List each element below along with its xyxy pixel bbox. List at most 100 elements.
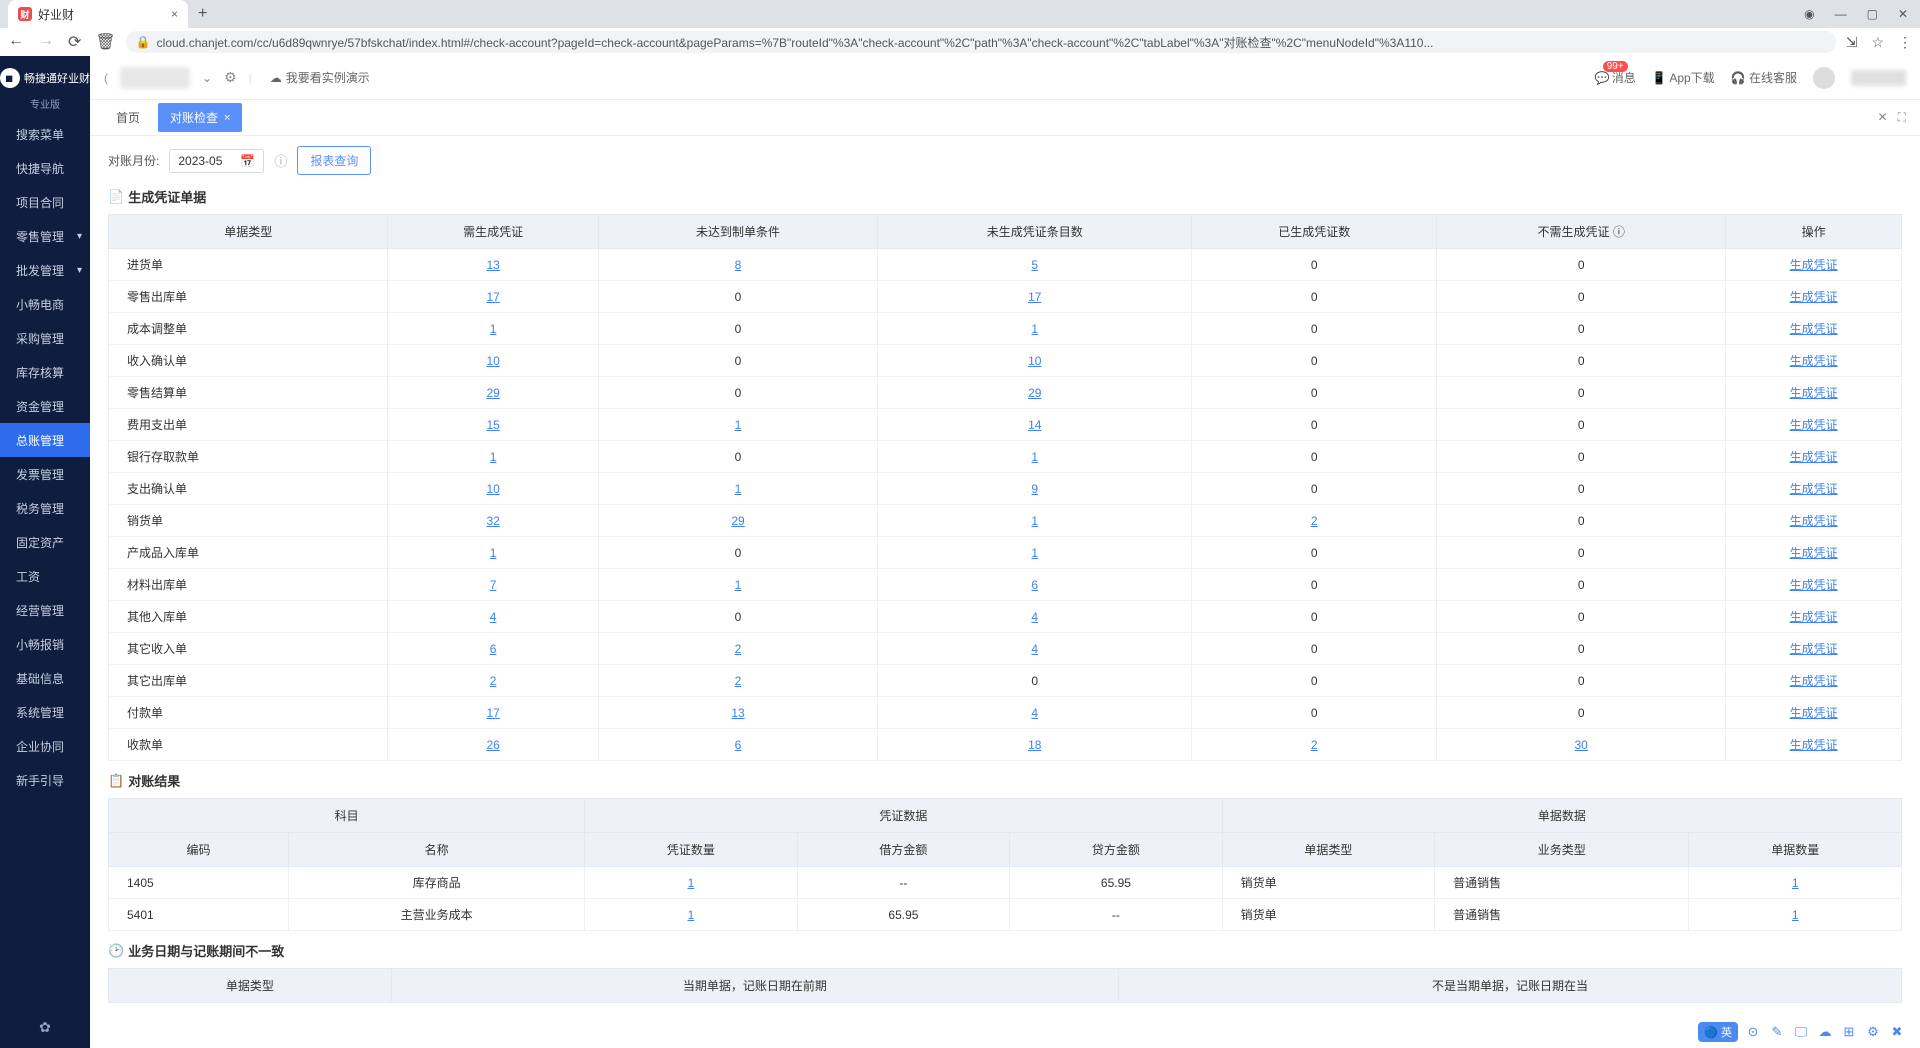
generate-voucher-link[interactable]: 生成凭证 bbox=[1790, 290, 1838, 304]
generate-voucher-link[interactable]: 生成凭证 bbox=[1790, 418, 1838, 432]
count-link[interactable]: 15 bbox=[486, 418, 499, 432]
sidebar-item[interactable]: 系统管理 bbox=[0, 695, 90, 729]
brand-logo[interactable]: ◆ 畅捷通好业财 bbox=[0, 56, 90, 100]
generate-voucher-link[interactable]: 生成凭证 bbox=[1790, 706, 1838, 720]
ime-badge[interactable]: 🔵 英 bbox=[1698, 1022, 1738, 1042]
count-link[interactable]: 26 bbox=[486, 738, 499, 752]
sidebar-item[interactable]: 零售管理▾ bbox=[0, 219, 90, 253]
sidebar-item[interactable]: 发票管理 bbox=[0, 457, 90, 491]
count-link[interactable]: 14 bbox=[1028, 418, 1041, 432]
close-all-tabs-icon[interactable]: ✕ bbox=[1878, 110, 1888, 125]
generate-voucher-link[interactable]: 生成凭证 bbox=[1790, 450, 1838, 464]
generate-voucher-link[interactable]: 生成凭证 bbox=[1790, 514, 1838, 528]
help-icon[interactable]: ⓘ bbox=[274, 151, 287, 170]
count-link[interactable]: 1 bbox=[1031, 322, 1038, 336]
count-link[interactable]: 2 bbox=[735, 642, 742, 656]
generate-voucher-link[interactable]: 生成凭证 bbox=[1790, 386, 1838, 400]
count-link[interactable]: 1 bbox=[490, 322, 497, 336]
count-link[interactable]: 4 bbox=[1031, 642, 1038, 656]
count-link[interactable]: 2 bbox=[735, 674, 742, 688]
count-link[interactable]: 6 bbox=[735, 738, 742, 752]
generate-voucher-link[interactable]: 生成凭证 bbox=[1790, 738, 1838, 752]
tab-close-icon[interactable]: × bbox=[224, 112, 230, 124]
count-link[interactable]: 29 bbox=[731, 514, 744, 528]
count-link[interactable]: 10 bbox=[1028, 354, 1041, 368]
count-link[interactable]: 1 bbox=[1031, 546, 1038, 560]
count-link[interactable]: 7 bbox=[490, 578, 497, 592]
count-link[interactable]: 6 bbox=[490, 642, 497, 656]
sidebar-settings-icon[interactable]: ✿ bbox=[0, 1007, 90, 1048]
doc-count-link[interactable]: 1 bbox=[1792, 876, 1799, 890]
tool-icon-7[interactable]: ✖ bbox=[1888, 1023, 1906, 1041]
count-link[interactable]: 10 bbox=[486, 354, 499, 368]
account-icon[interactable]: ◉ bbox=[1804, 7, 1814, 21]
online-service-link[interactable]: 🎧 在线客服 bbox=[1731, 69, 1797, 86]
fullscreen-icon[interactable]: ⛶ bbox=[1898, 110, 1906, 125]
sidebar-item[interactable]: 资金管理 bbox=[0, 389, 90, 423]
forward-icon[interactable]: → bbox=[38, 32, 54, 52]
tool-icon-3[interactable]: 🖵 bbox=[1792, 1023, 1810, 1041]
count-link[interactable]: 9 bbox=[1031, 482, 1038, 496]
star-icon[interactable]: ☆ bbox=[1871, 34, 1884, 51]
sidebar-item[interactable]: 企业协同 bbox=[0, 729, 90, 763]
doc-count-link[interactable]: 1 bbox=[1792, 908, 1799, 922]
menu-icon[interactable]: ⋮ bbox=[1898, 34, 1912, 51]
count-link[interactable]: 29 bbox=[1028, 386, 1041, 400]
count-link[interactable]: 1 bbox=[490, 450, 497, 464]
app-download-link[interactable]: 📱 App下载 bbox=[1652, 69, 1715, 86]
count-link[interactable]: 1 bbox=[735, 418, 742, 432]
month-picker[interactable]: 2023-05 📅 bbox=[169, 149, 264, 173]
sidebar-item[interactable]: 基础信息 bbox=[0, 661, 90, 695]
user-avatar[interactable] bbox=[1813, 67, 1835, 89]
address-bar[interactable]: 🔒 cloud.chanjet.com/cc/u6d89qwnrye/57bfs… bbox=[126, 31, 1836, 53]
count-link[interactable]: 29 bbox=[486, 386, 499, 400]
tab-home[interactable]: 首页 bbox=[104, 103, 152, 132]
install-icon[interactable]: ⇲ bbox=[1846, 34, 1858, 51]
voucher-count-link[interactable]: 1 bbox=[688, 908, 695, 922]
sidebar-item[interactable]: 固定资产 bbox=[0, 525, 90, 559]
generate-voucher-link[interactable]: 生成凭证 bbox=[1790, 578, 1838, 592]
count-link[interactable]: 4 bbox=[1031, 610, 1038, 624]
tab-close-icon[interactable]: × bbox=[171, 7, 178, 21]
generate-voucher-link[interactable]: 生成凭证 bbox=[1790, 642, 1838, 656]
count-link[interactable]: 1 bbox=[490, 546, 497, 560]
count-link[interactable]: 4 bbox=[1031, 706, 1038, 720]
sidebar-item[interactable]: 快捷导航 bbox=[0, 151, 90, 185]
sidebar-item[interactable]: 小畅电商 bbox=[0, 287, 90, 321]
sidebar-item[interactable]: 搜索菜单 bbox=[0, 117, 90, 151]
sidebar-item[interactable]: 经营管理 bbox=[0, 593, 90, 627]
generate-voucher-link[interactable]: 生成凭证 bbox=[1790, 546, 1838, 560]
count-link[interactable]: 5 bbox=[1031, 258, 1038, 272]
sidebar-item[interactable]: 工资 bbox=[0, 559, 90, 593]
count-link[interactable]: 2 bbox=[1311, 514, 1318, 528]
browser-tab[interactable]: 财 好业财 × bbox=[8, 0, 188, 28]
sidebar-item[interactable]: 总账管理 bbox=[0, 423, 90, 457]
count-link[interactable]: 17 bbox=[1028, 290, 1041, 304]
count-link[interactable]: 17 bbox=[486, 290, 499, 304]
generate-voucher-link[interactable]: 生成凭证 bbox=[1790, 610, 1838, 624]
generate-voucher-link[interactable]: 生成凭证 bbox=[1790, 258, 1838, 272]
new-tab-button[interactable]: + bbox=[198, 5, 207, 23]
sidebar-item[interactable]: 新手引导 bbox=[0, 763, 90, 797]
count-link[interactable]: 30 bbox=[1575, 738, 1588, 752]
count-link[interactable]: 17 bbox=[486, 706, 499, 720]
settings-icon[interactable]: ⚙ bbox=[224, 69, 237, 86]
tool-icon-1[interactable]: ⊙ bbox=[1744, 1023, 1762, 1041]
generate-voucher-link[interactable]: 生成凭证 bbox=[1790, 354, 1838, 368]
count-link[interactable]: 2 bbox=[490, 674, 497, 688]
count-link[interactable]: 32 bbox=[486, 514, 499, 528]
reload-icon[interactable]: ⟳ bbox=[68, 32, 81, 52]
count-link[interactable]: 4 bbox=[490, 610, 497, 624]
count-link[interactable]: 1 bbox=[735, 482, 742, 496]
maximize-icon[interactable]: ▢ bbox=[1867, 7, 1878, 21]
tool-icon-5[interactable]: ⊞ bbox=[1840, 1023, 1858, 1041]
count-link[interactable]: 18 bbox=[1028, 738, 1041, 752]
tool-icon-6[interactable]: ⚙ bbox=[1864, 1023, 1882, 1041]
messages-button[interactable]: 💬 消息 99+ bbox=[1595, 69, 1636, 86]
count-link[interactable]: 10 bbox=[486, 482, 499, 496]
tool-icon-4[interactable]: ☁ bbox=[1816, 1023, 1834, 1041]
count-link[interactable]: 8 bbox=[735, 258, 742, 272]
back-icon[interactable]: ← bbox=[8, 32, 24, 52]
count-link[interactable]: 6 bbox=[1031, 578, 1038, 592]
sidebar-item[interactable]: 小畅报销 bbox=[0, 627, 90, 661]
